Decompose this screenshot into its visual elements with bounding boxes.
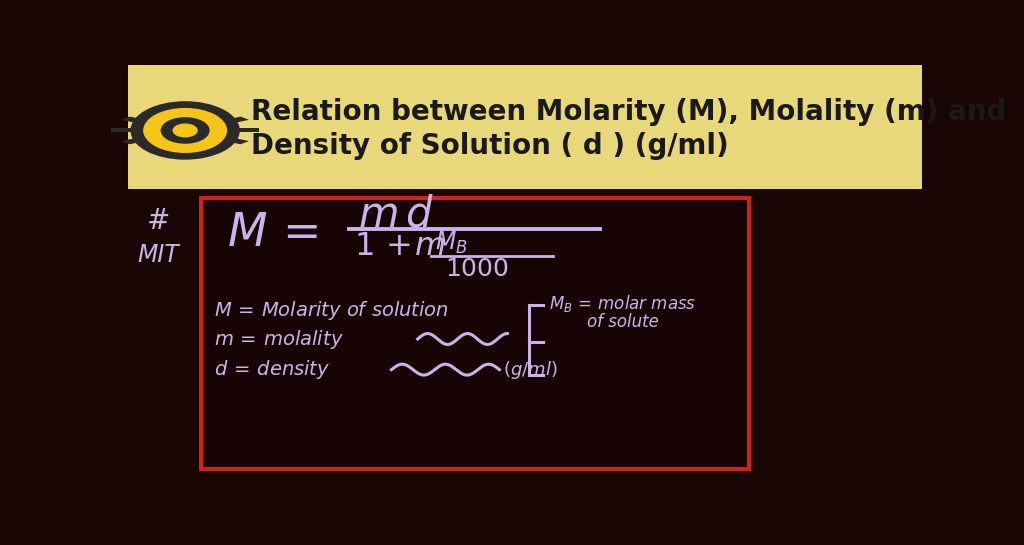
Polygon shape bbox=[156, 110, 175, 117]
FancyBboxPatch shape bbox=[201, 198, 749, 469]
Text: $M_B$: $M_B$ bbox=[435, 230, 468, 257]
Text: $1\,+$: $1\,+$ bbox=[354, 231, 412, 262]
Text: $(g/ml)$: $(g/ml)$ bbox=[504, 359, 558, 380]
Text: MIT: MIT bbox=[137, 243, 179, 267]
Text: of solute: of solute bbox=[587, 313, 658, 331]
Text: Relation between Molarity (M), Molality (m) and: Relation between Molarity (M), Molality … bbox=[251, 99, 1007, 126]
Text: Density of Solution ( d ) (g/ml): Density of Solution ( d ) (g/ml) bbox=[251, 132, 729, 160]
Circle shape bbox=[143, 108, 226, 152]
Polygon shape bbox=[156, 144, 175, 151]
FancyBboxPatch shape bbox=[128, 65, 922, 189]
Circle shape bbox=[162, 118, 209, 143]
Text: $d\,=\,$density: $d\,=\,$density bbox=[214, 358, 330, 381]
Text: $M\,=$: $M\,=$ bbox=[227, 211, 318, 256]
Text: $m\,d$: $m\,d$ bbox=[358, 193, 434, 235]
Polygon shape bbox=[121, 117, 145, 123]
Text: $m\,=\,$molality: $m\,=\,$molality bbox=[214, 328, 343, 350]
Text: $M\,=\,$Molarity of solution: $M\,=\,$Molarity of solution bbox=[214, 299, 449, 323]
Polygon shape bbox=[121, 138, 145, 144]
Polygon shape bbox=[224, 138, 249, 144]
Circle shape bbox=[131, 102, 239, 159]
Text: $1000$: $1000$ bbox=[445, 257, 509, 281]
Text: $M_B\,=\,$molar mass: $M_B\,=\,$molar mass bbox=[549, 293, 696, 314]
Polygon shape bbox=[195, 110, 215, 117]
Polygon shape bbox=[112, 129, 131, 132]
Circle shape bbox=[173, 124, 197, 137]
Polygon shape bbox=[224, 117, 249, 123]
Text: #: # bbox=[146, 207, 170, 235]
Polygon shape bbox=[195, 144, 215, 151]
Text: $m$: $m$ bbox=[414, 231, 444, 262]
Polygon shape bbox=[239, 129, 259, 132]
